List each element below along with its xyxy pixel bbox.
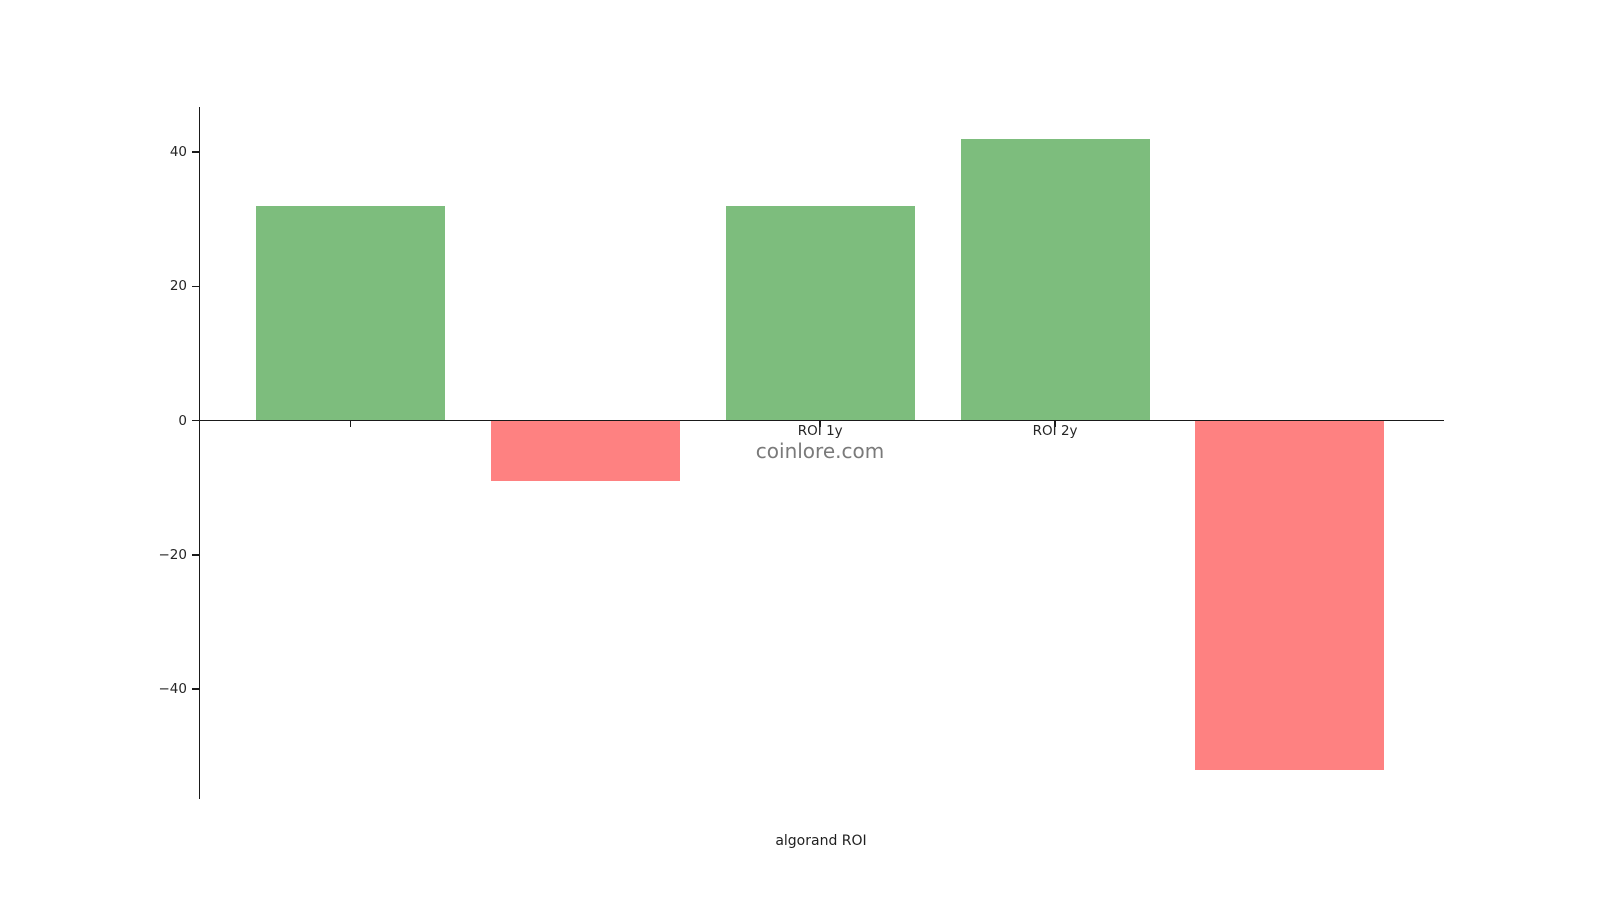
x-axis-title: algorand ROI bbox=[775, 833, 867, 849]
y-tick bbox=[192, 151, 200, 153]
bar-roi-2y bbox=[960, 138, 1150, 421]
y-tick-label: 0 bbox=[178, 412, 187, 429]
x-tick bbox=[819, 420, 821, 427]
watermark: coinlore.com bbox=[755, 439, 885, 463]
y-tick-label: −40 bbox=[158, 681, 188, 697]
y-tick bbox=[192, 688, 200, 690]
x-tick bbox=[1054, 420, 1056, 427]
y-tick bbox=[192, 419, 200, 422]
y-tick-label: 20 bbox=[169, 278, 187, 295]
bar-series-1 bbox=[490, 420, 680, 481]
bar-series-4 bbox=[1195, 420, 1385, 770]
x-tick-label: ROI 1y bbox=[797, 422, 843, 439]
y-tick bbox=[192, 554, 200, 556]
bar-roi-1y bbox=[725, 205, 915, 421]
y-tick-label: −20 bbox=[158, 546, 188, 563]
y-tick bbox=[192, 285, 200, 287]
x-axis-line bbox=[198, 419, 1444, 422]
x-tick-label: ROI 2y bbox=[1032, 422, 1078, 439]
y-axis-line bbox=[198, 107, 201, 799]
y-tick-label: 40 bbox=[169, 144, 187, 160]
bar-series-0 bbox=[256, 205, 445, 421]
x-tick bbox=[349, 420, 352, 427]
